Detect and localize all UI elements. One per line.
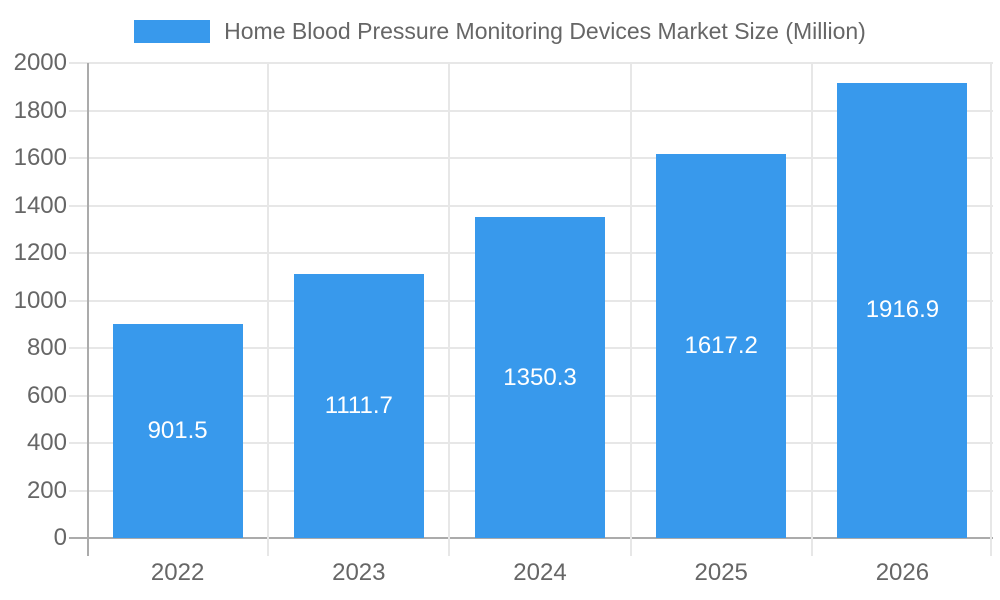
y-axis-tick bbox=[69, 394, 87, 397]
y-tick-label: 1600 bbox=[13, 144, 67, 171]
x-axis-tick bbox=[87, 538, 89, 556]
y-axis-tick bbox=[69, 347, 87, 349]
y-axis-tick bbox=[69, 157, 87, 159]
bar-value-label: 1916.9 bbox=[865, 296, 940, 324]
y-tick-label: 200 bbox=[26, 476, 67, 504]
v-gridline bbox=[990, 63, 992, 538]
bar-2023 bbox=[293, 273, 424, 538]
y-axis-tick bbox=[69, 442, 87, 444]
v-gridline bbox=[629, 63, 632, 538]
y-axis-tick bbox=[69, 109, 87, 112]
y-tick-label: 800 bbox=[26, 334, 67, 361]
bar-value-label: 1111.7 bbox=[324, 391, 393, 419]
x-tick-label-2022: 2022 bbox=[150, 559, 205, 586]
x-tick-label-2024: 2024 bbox=[513, 559, 567, 586]
x-tick-label-2023: 2023 bbox=[332, 559, 386, 586]
bar-value-label: 1617.2 bbox=[684, 331, 758, 359]
y-tick-label: 1200 bbox=[13, 239, 67, 266]
y-axis-tick bbox=[69, 299, 87, 302]
legend-swatch-icon bbox=[134, 19, 211, 43]
x-axis-tick bbox=[990, 538, 992, 556]
h-gridline bbox=[87, 204, 993, 207]
legend-item-market-size[interactable]: Home Blood Pressure Monitoring Devices M… bbox=[134, 18, 866, 44]
bar-value-label: 901.5 bbox=[147, 416, 208, 444]
bar-2026 bbox=[837, 82, 968, 538]
bar-2025 bbox=[656, 153, 787, 538]
y-tick-label: 1400 bbox=[13, 191, 67, 219]
x-axis-tick bbox=[629, 538, 632, 556]
h-gridline bbox=[87, 109, 993, 112]
x-axis-line bbox=[87, 537, 993, 539]
y-tick-label: 2000 bbox=[13, 49, 67, 76]
bar-2024 bbox=[475, 217, 605, 538]
h-gridline bbox=[87, 157, 993, 159]
y-axis-tick bbox=[69, 62, 87, 64]
bar-value-label: 1350.3 bbox=[503, 363, 577, 391]
bar-2022 bbox=[112, 323, 243, 538]
v-gridline bbox=[267, 63, 270, 538]
plot-area: 0 200 400 600 800 1000 1200 1400 1600 1800 2000 901… bbox=[14, 50, 993, 586]
y-axis-tick bbox=[69, 489, 87, 492]
x-axis-tick bbox=[448, 538, 451, 556]
x-tick-label-2025: 2025 bbox=[694, 559, 748, 586]
x-tick-label-2026: 2026 bbox=[875, 559, 930, 586]
x-axis-tick bbox=[810, 538, 813, 556]
y-axis-line bbox=[87, 63, 89, 538]
y-tick-label: 1800 bbox=[13, 96, 67, 124]
legend-label: Home Blood Pressure Monitoring Devices M… bbox=[224, 18, 866, 44]
x-axis-tick bbox=[267, 538, 270, 556]
y-tick-label: 400 bbox=[26, 429, 67, 456]
y-tick-label: 600 bbox=[26, 381, 67, 409]
h-gridline bbox=[87, 62, 993, 64]
v-gridline bbox=[810, 63, 813, 538]
y-axis-tick bbox=[69, 537, 87, 539]
y-axis-tick bbox=[69, 252, 87, 254]
y-tick-label: 0 bbox=[53, 524, 67, 551]
y-tick-label: 1000 bbox=[13, 286, 67, 314]
v-gridline bbox=[448, 63, 451, 538]
y-axis-tick bbox=[69, 204, 87, 207]
chart-legend: Home Blood Pressure Monitoring Devices M… bbox=[0, 18, 1000, 44]
